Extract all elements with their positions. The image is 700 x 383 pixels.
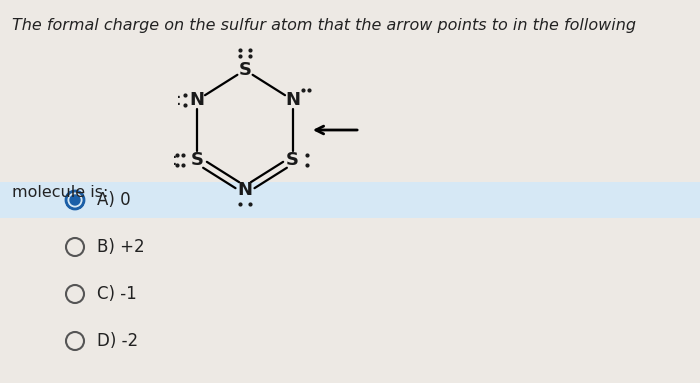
Text: C) -1: C) -1 bbox=[97, 285, 136, 303]
Text: The formal charge on the sulfur atom that the arrow points to in the following: The formal charge on the sulfur atom tha… bbox=[12, 18, 636, 33]
Text: :: : bbox=[176, 91, 182, 109]
Text: S: S bbox=[286, 151, 299, 169]
Text: N: N bbox=[285, 91, 300, 109]
Text: N: N bbox=[237, 181, 253, 199]
Text: :: : bbox=[172, 151, 178, 169]
Text: A) 0: A) 0 bbox=[97, 191, 131, 209]
Text: D) -2: D) -2 bbox=[97, 332, 138, 350]
Text: B) +2: B) +2 bbox=[97, 238, 145, 256]
Text: N: N bbox=[190, 91, 205, 109]
Text: molecule is:: molecule is: bbox=[12, 185, 109, 200]
Circle shape bbox=[70, 195, 80, 205]
Text: S: S bbox=[191, 151, 204, 169]
Text: S: S bbox=[239, 61, 251, 79]
FancyBboxPatch shape bbox=[0, 182, 700, 218]
